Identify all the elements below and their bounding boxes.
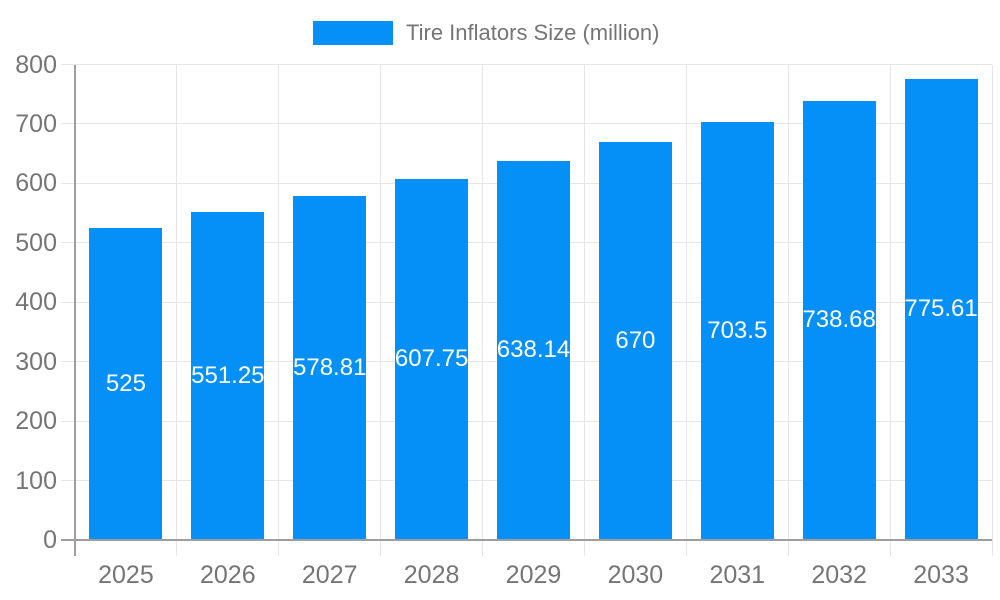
- v-gridline-8: [889, 64, 891, 556]
- x-axis-label-2025: 2025: [98, 561, 154, 589]
- y-axis-line: [74, 64, 76, 556]
- x-axis-label-2026: 2026: [200, 561, 256, 589]
- y-axis-label-800: 800: [15, 50, 57, 79]
- y-axis-label-400: 400: [15, 288, 57, 317]
- x-axis-label-2030: 2030: [607, 561, 664, 589]
- x-axis-label-2033: 2033: [913, 561, 969, 589]
- bar-value-label-2031: 703.5: [707, 316, 768, 344]
- y-axis-label-100: 100: [15, 466, 57, 495]
- bar-value-label-2028: 607.75: [394, 345, 469, 373]
- v-gridline-6: [685, 64, 687, 556]
- bar-value-label-2033: 775.61: [904, 295, 978, 323]
- legend-swatch: [313, 21, 393, 45]
- h-gridline-700: [61, 123, 992, 125]
- x-axis-label-2027: 2027: [301, 561, 358, 589]
- bar-2028[interactable]: 607.75: [394, 178, 469, 540]
- legend-label: Tire Inflators Size (million): [406, 20, 660, 45]
- v-gridline-4: [482, 64, 484, 556]
- bar-value-label-2030: 670: [615, 326, 656, 354]
- x-axis-label-2032: 2032: [811, 561, 867, 589]
- y-axis-label-0: 0: [43, 526, 57, 554]
- legend: Tire Inflators Size (million): [313, 20, 659, 46]
- bar-value-label-2026: 551.25: [191, 362, 265, 390]
- bar-value-label-2027: 578.81: [293, 353, 367, 381]
- v-gridline-7: [787, 64, 789, 556]
- bar-2026[interactable]: 551.25: [191, 212, 265, 540]
- h-gridline-800: [61, 64, 992, 65]
- v-gridline-5: [583, 64, 585, 556]
- x-axis-label-2028: 2028: [403, 561, 460, 589]
- v-gridline-1: [176, 64, 178, 556]
- y-axis-label-200: 200: [15, 407, 57, 436]
- x-axis-baseline: [61, 539, 992, 541]
- bar-2030[interactable]: 670: [598, 141, 672, 540]
- y-axis-label-700: 700: [15, 109, 57, 138]
- v-gridline-2: [278, 64, 280, 556]
- x-axis-label-2029: 2029: [505, 561, 562, 589]
- y-axis-label-300: 300: [15, 347, 57, 376]
- bar-2029[interactable]: 638.14: [496, 160, 571, 540]
- v-gridline-3: [380, 64, 382, 556]
- bar-2031[interactable]: 703.5: [700, 121, 774, 540]
- bar-2025[interactable]: 525: [89, 227, 163, 540]
- bar-2027[interactable]: 578.81: [293, 195, 367, 540]
- v-gridline-9: [991, 64, 993, 556]
- bar-value-label-2025: 525: [105, 369, 146, 397]
- bar-value-label-2029: 638.14: [496, 336, 571, 364]
- x-axis-label-2031: 2031: [709, 561, 766, 589]
- bar-2033[interactable]: 775.61: [904, 78, 978, 540]
- y-axis-label-500: 500: [15, 228, 57, 257]
- bar-value-label-2032: 738.68: [802, 306, 876, 334]
- bar-2032[interactable]: 738.68: [802, 100, 876, 540]
- y-axis-label-600: 600: [15, 169, 57, 198]
